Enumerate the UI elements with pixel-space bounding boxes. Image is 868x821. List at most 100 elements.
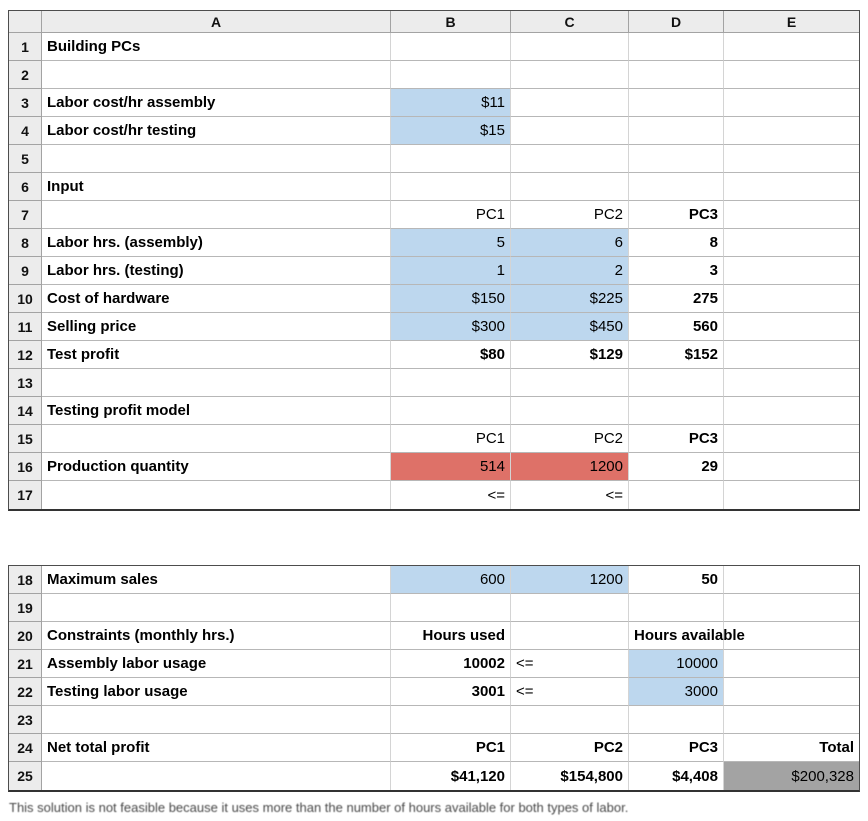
cell-C21[interactable]: <= xyxy=(511,650,629,678)
row-header-24[interactable]: 24 xyxy=(9,734,42,762)
cell-E15[interactable] xyxy=(724,425,859,453)
cell-D14[interactable] xyxy=(629,397,724,425)
cell-A17[interactable] xyxy=(42,481,391,509)
cell-B22[interactable]: 3001 xyxy=(391,678,511,706)
cell-D4[interactable] xyxy=(629,117,724,145)
cell-E21[interactable] xyxy=(724,650,859,678)
cell-C13[interactable] xyxy=(511,369,629,397)
cell-D17[interactable] xyxy=(629,481,724,509)
cell-C5[interactable] xyxy=(511,145,629,173)
cell-B24[interactable]: PC1 xyxy=(391,734,511,762)
cell-B12[interactable]: $80 xyxy=(391,341,511,369)
row-header-11[interactable]: 11 xyxy=(9,313,42,341)
cell-B5[interactable] xyxy=(391,145,511,173)
column-header-C[interactable]: C xyxy=(511,11,629,33)
cell-E17[interactable] xyxy=(724,481,859,509)
cell-C22[interactable]: <= xyxy=(511,678,629,706)
cell-E8[interactable] xyxy=(724,229,859,257)
cell-A3[interactable]: Labor cost/hr assembly xyxy=(42,89,391,117)
cell-B13[interactable] xyxy=(391,369,511,397)
cell-C15[interactable]: PC2 xyxy=(511,425,629,453)
cell-B15[interactable]: PC1 xyxy=(391,425,511,453)
cell-C3[interactable] xyxy=(511,89,629,117)
row-header-25[interactable]: 25 xyxy=(9,762,42,790)
column-header-E[interactable]: E xyxy=(724,11,859,33)
cell-D10[interactable]: 275 xyxy=(629,285,724,313)
cell-A13[interactable] xyxy=(42,369,391,397)
row-header-1[interactable]: 1 xyxy=(9,33,42,61)
cell-D12[interactable]: $152 xyxy=(629,341,724,369)
cell-B3[interactable]: $11 xyxy=(391,89,511,117)
cell-E16[interactable] xyxy=(724,453,859,481)
cell-A24[interactable]: Net total profit xyxy=(42,734,391,762)
row-header-23[interactable]: 23 xyxy=(9,706,42,734)
cell-B18[interactable]: 600 xyxy=(391,566,511,594)
cell-D15[interactable]: PC3 xyxy=(629,425,724,453)
row-header-6[interactable]: 6 xyxy=(9,173,42,201)
row-header-22[interactable]: 22 xyxy=(9,678,42,706)
cell-B16[interactable]: 514 xyxy=(391,453,511,481)
cell-E6[interactable] xyxy=(724,173,859,201)
cell-B7[interactable]: PC1 xyxy=(391,201,511,229)
row-header-2[interactable]: 2 xyxy=(9,61,42,89)
row-header-9[interactable]: 9 xyxy=(9,257,42,285)
cell-C25[interactable]: $154,800 xyxy=(511,762,629,790)
select-all-corner[interactable] xyxy=(9,11,42,33)
cell-D7[interactable]: PC3 xyxy=(629,201,724,229)
cell-D23[interactable] xyxy=(629,706,724,734)
row-header-4[interactable]: 4 xyxy=(9,117,42,145)
cell-A25[interactable] xyxy=(42,762,391,790)
cell-D22[interactable]: 3000 xyxy=(629,678,724,706)
cell-D5[interactable] xyxy=(629,145,724,173)
cell-C7[interactable]: PC2 xyxy=(511,201,629,229)
cell-A11[interactable]: Selling price xyxy=(42,313,391,341)
cell-C8[interactable]: 6 xyxy=(511,229,629,257)
cell-A18[interactable]: Maximum sales xyxy=(42,566,391,594)
cell-B23[interactable] xyxy=(391,706,511,734)
cell-C10[interactable]: $225 xyxy=(511,285,629,313)
cell-E22[interactable] xyxy=(724,678,859,706)
cell-C2[interactable] xyxy=(511,61,629,89)
cell-C11[interactable]: $450 xyxy=(511,313,629,341)
cell-D21[interactable]: 10000 xyxy=(629,650,724,678)
cell-B8[interactable]: 5 xyxy=(391,229,511,257)
cell-E14[interactable] xyxy=(724,397,859,425)
cell-A2[interactable] xyxy=(42,61,391,89)
cell-B20[interactable]: Hours used xyxy=(391,622,511,650)
cell-C19[interactable] xyxy=(511,594,629,622)
cell-C9[interactable]: 2 xyxy=(511,257,629,285)
row-header-21[interactable]: 21 xyxy=(9,650,42,678)
cell-C18[interactable]: 1200 xyxy=(511,566,629,594)
cell-D1[interactable] xyxy=(629,33,724,61)
cell-D25[interactable]: $4,408 xyxy=(629,762,724,790)
cell-E4[interactable] xyxy=(724,117,859,145)
cell-B9[interactable]: 1 xyxy=(391,257,511,285)
row-header-14[interactable]: 14 xyxy=(9,397,42,425)
cell-A14[interactable]: Testing profit model xyxy=(42,397,391,425)
cell-B11[interactable]: $300 xyxy=(391,313,511,341)
cell-A23[interactable] xyxy=(42,706,391,734)
cell-B2[interactable] xyxy=(391,61,511,89)
cell-A20[interactable]: Constraints (monthly hrs.) xyxy=(42,622,391,650)
cell-D18[interactable]: 50 xyxy=(629,566,724,594)
cell-D16[interactable]: 29 xyxy=(629,453,724,481)
cell-D6[interactable] xyxy=(629,173,724,201)
column-header-D[interactable]: D xyxy=(629,11,724,33)
cell-B14[interactable] xyxy=(391,397,511,425)
column-header-B[interactable]: B xyxy=(391,11,511,33)
cell-D13[interactable] xyxy=(629,369,724,397)
cell-C17[interactable]: <= xyxy=(511,481,629,509)
row-header-19[interactable]: 19 xyxy=(9,594,42,622)
cell-A4[interactable]: Labor cost/hr testing xyxy=(42,117,391,145)
row-header-8[interactable]: 8 xyxy=(9,229,42,257)
cell-A6[interactable]: Input xyxy=(42,173,391,201)
cell-E12[interactable] xyxy=(724,341,859,369)
cell-A16[interactable]: Production quantity xyxy=(42,453,391,481)
cell-C16[interactable]: 1200 xyxy=(511,453,629,481)
cell-E7[interactable] xyxy=(724,201,859,229)
cell-D9[interactable]: 3 xyxy=(629,257,724,285)
row-header-7[interactable]: 7 xyxy=(9,201,42,229)
cell-E25[interactable]: $200,328 xyxy=(724,762,859,790)
cell-A15[interactable] xyxy=(42,425,391,453)
cell-E18[interactable] xyxy=(724,566,859,594)
